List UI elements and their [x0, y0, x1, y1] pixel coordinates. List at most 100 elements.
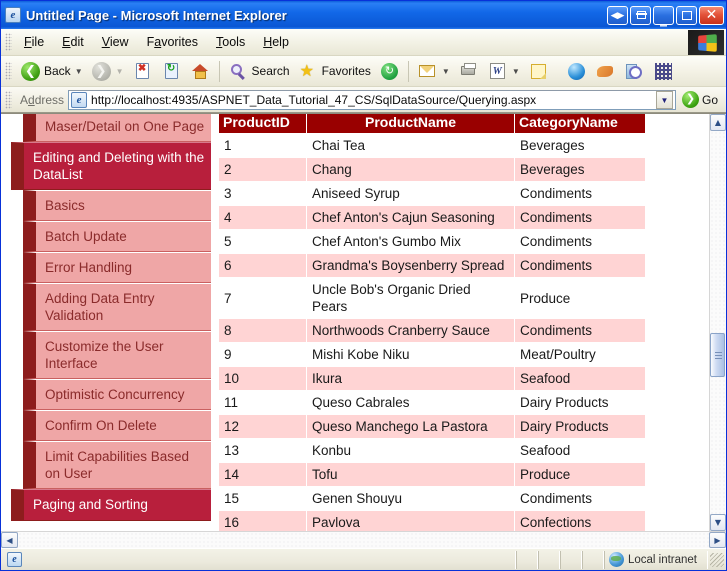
sidebar-item-editing-and-deleting-with-the-datalist[interactable]: Editing and Deleting with the DataList	[11, 142, 211, 190]
table-row: 1 Chai Tea Beverages	[218, 133, 646, 158]
close-button[interactable]: ✕	[699, 5, 724, 25]
menu-file[interactable]: File	[24, 35, 45, 49]
vertical-scroll-thumb[interactable]	[710, 333, 725, 377]
messenger-button[interactable]	[562, 59, 591, 84]
scroll-up-button[interactable]: ▲	[710, 114, 726, 131]
menu-bar: File Edit View Favorites Tools Help	[1, 29, 726, 56]
research-button[interactable]	[620, 59, 649, 84]
nav-list: Two PagesMaser/Detail on One PageEditing…	[11, 114, 211, 521]
window-resize-grip[interactable]	[710, 552, 724, 567]
addressbar-grip[interactable]	[5, 90, 12, 109]
scroll-left-button[interactable]: ◀	[1, 532, 18, 548]
word-glyph: W	[489, 62, 505, 79]
edit-dropdown-icon[interactable]: ▼	[511, 66, 520, 76]
sidebar-item-customize-the-user-interface[interactable]: Customize the User Interface	[23, 331, 211, 379]
printer-icon	[458, 61, 479, 82]
table-row: 12 Queso Manchego La Pastora Dairy Product…	[218, 414, 646, 439]
print-button[interactable]	[454, 59, 483, 84]
go-button[interactable]: ❯ Go	[680, 90, 723, 109]
vertical-scrollbar[interactable]: ▲ ▼	[709, 114, 726, 531]
cell-productname: Mishi Kobe Niku	[306, 342, 515, 367]
menubar-grip[interactable]	[5, 33, 12, 51]
toolbar-grip[interactable]	[5, 62, 12, 80]
vertical-scroll-track[interactable]	[710, 131, 726, 514]
nav-list-item: Batch Update	[23, 221, 211, 252]
security-zone-pane[interactable]: Local intranet	[603, 550, 708, 569]
go-button-label: Go	[701, 92, 718, 107]
back-button[interactable]: ❮ Back ▼	[16, 59, 87, 84]
search-button[interactable]: Search	[224, 59, 294, 84]
page-viewport: Two PagesMaser/Detail on One PageEditing…	[1, 113, 726, 531]
sidebar-item-adding-data-entry-validation[interactable]: Adding Data Entry Validation	[23, 283, 211, 331]
sidebar-item-maser-detail-on-one-page[interactable]: Maser/Detail on One Page	[23, 114, 211, 142]
menu-tools[interactable]: Tools	[216, 35, 246, 49]
table-row: 8 Northwoods Cranberry Sauce Condiments	[218, 318, 646, 343]
forward-button[interactable]: ❯ ▼	[87, 59, 128, 84]
column-header-productid[interactable]: ProductID	[218, 114, 307, 134]
favorites-button[interactable]: ★ Favorites	[294, 59, 375, 84]
notes-button[interactable]	[524, 59, 553, 84]
cell-productname: Chef Anton's Cajun Seasoning	[306, 205, 515, 230]
cell-productid: 7	[218, 277, 307, 319]
history-button[interactable]: ↻	[375, 59, 404, 84]
status-bar: e Local intranet	[1, 548, 726, 570]
status-pane-4	[559, 550, 582, 569]
home-button[interactable]	[186, 59, 215, 84]
cell-productid: 3	[218, 181, 307, 206]
cell-categoryname: Condiments	[514, 181, 646, 206]
maximize-button[interactable]	[676, 5, 697, 25]
scroll-right-button[interactable]: ▶	[709, 532, 726, 548]
sidebar-item-basics[interactable]: Basics	[23, 190, 211, 221]
cell-productid: 2	[218, 157, 307, 182]
sidebar-item-limit-capabilities-based-on-user[interactable]: Limit Capabilities Based on User	[23, 441, 211, 489]
encoding-button[interactable]	[649, 59, 678, 84]
mail-dropdown-icon[interactable]: ▼	[441, 66, 450, 76]
status-page-icon: e	[7, 552, 22, 567]
table-row: 11 Queso Cabrales Dairy Products	[218, 390, 646, 415]
cell-productname: Genen Shouyu	[306, 486, 515, 511]
address-dropdown-icon[interactable]: ▼	[655, 90, 673, 109]
toolbar-separator-2	[407, 60, 409, 82]
edit-button[interactable]: W ▼	[483, 59, 524, 84]
column-header-productname[interactable]: ProductName	[306, 114, 515, 134]
address-url-text: http://localhost:4935/ASPNET_Data_Tutori…	[91, 92, 537, 107]
toolbar-separator-1	[218, 60, 220, 82]
menu-favorites[interactable]: Favorites	[146, 35, 199, 49]
sidebar-item-confirm-on-delete[interactable]: Confirm On Delete	[23, 410, 211, 441]
refresh-button[interactable]: ↻	[157, 59, 186, 84]
address-input[interactable]: e http://localhost:4935/ASPNET_Data_Tuto…	[68, 89, 676, 110]
cell-productid: 10	[218, 366, 307, 391]
nav-list-item: Paging and Sorting	[11, 489, 211, 521]
back-dropdown-icon[interactable]: ▼	[74, 66, 83, 76]
mail-button[interactable]: ▼	[413, 59, 454, 84]
horizontal-scrollbar[interactable]: ◀ ▶	[1, 531, 726, 548]
sidebar-item-paging-and-sorting[interactable]: Paging and Sorting	[11, 489, 211, 521]
exit-group-icon[interactable]	[630, 5, 651, 25]
back-button-label: Back	[44, 64, 71, 78]
discuss-button[interactable]	[591, 59, 620, 84]
minimize-button[interactable]: _	[653, 5, 674, 27]
cell-productid: 1	[218, 133, 307, 158]
toolbar-separator-3	[557, 61, 558, 82]
stop-button[interactable]: ✖	[128, 59, 157, 84]
cell-productid: 6	[218, 253, 307, 278]
nav-list-item: Customize the User Interface	[23, 331, 211, 379]
sidebar-item-batch-update[interactable]: Batch Update	[23, 221, 211, 252]
cell-productid: 9	[218, 342, 307, 367]
cell-categoryname: Seafood	[514, 366, 646, 391]
cell-categoryname: Confections	[514, 510, 646, 531]
scroll-down-button[interactable]: ▼	[710, 514, 726, 531]
menu-edit[interactable]: Edit	[62, 35, 84, 49]
menu-view[interactable]: View	[101, 35, 129, 49]
table-row: 3 Aniseed Syrup Condiments	[218, 181, 646, 206]
column-header-categoryname[interactable]: CategoryName	[514, 114, 646, 134]
sidebar-item-optimistic-concurrency[interactable]: Optimistic Concurrency	[23, 379, 211, 410]
menu-help[interactable]: Help	[263, 35, 289, 49]
encoding-icon	[653, 61, 674, 82]
horizontal-scroll-track[interactable]	[18, 532, 709, 548]
sidebar-item-error-handling[interactable]: Error Handling	[23, 252, 211, 283]
grid-header: ProductID ProductName CategoryName	[218, 114, 646, 134]
table-row: 15 Genen Shouyu Condiments	[218, 486, 646, 511]
group-restore-icon[interactable]: ◀▶	[607, 5, 628, 25]
